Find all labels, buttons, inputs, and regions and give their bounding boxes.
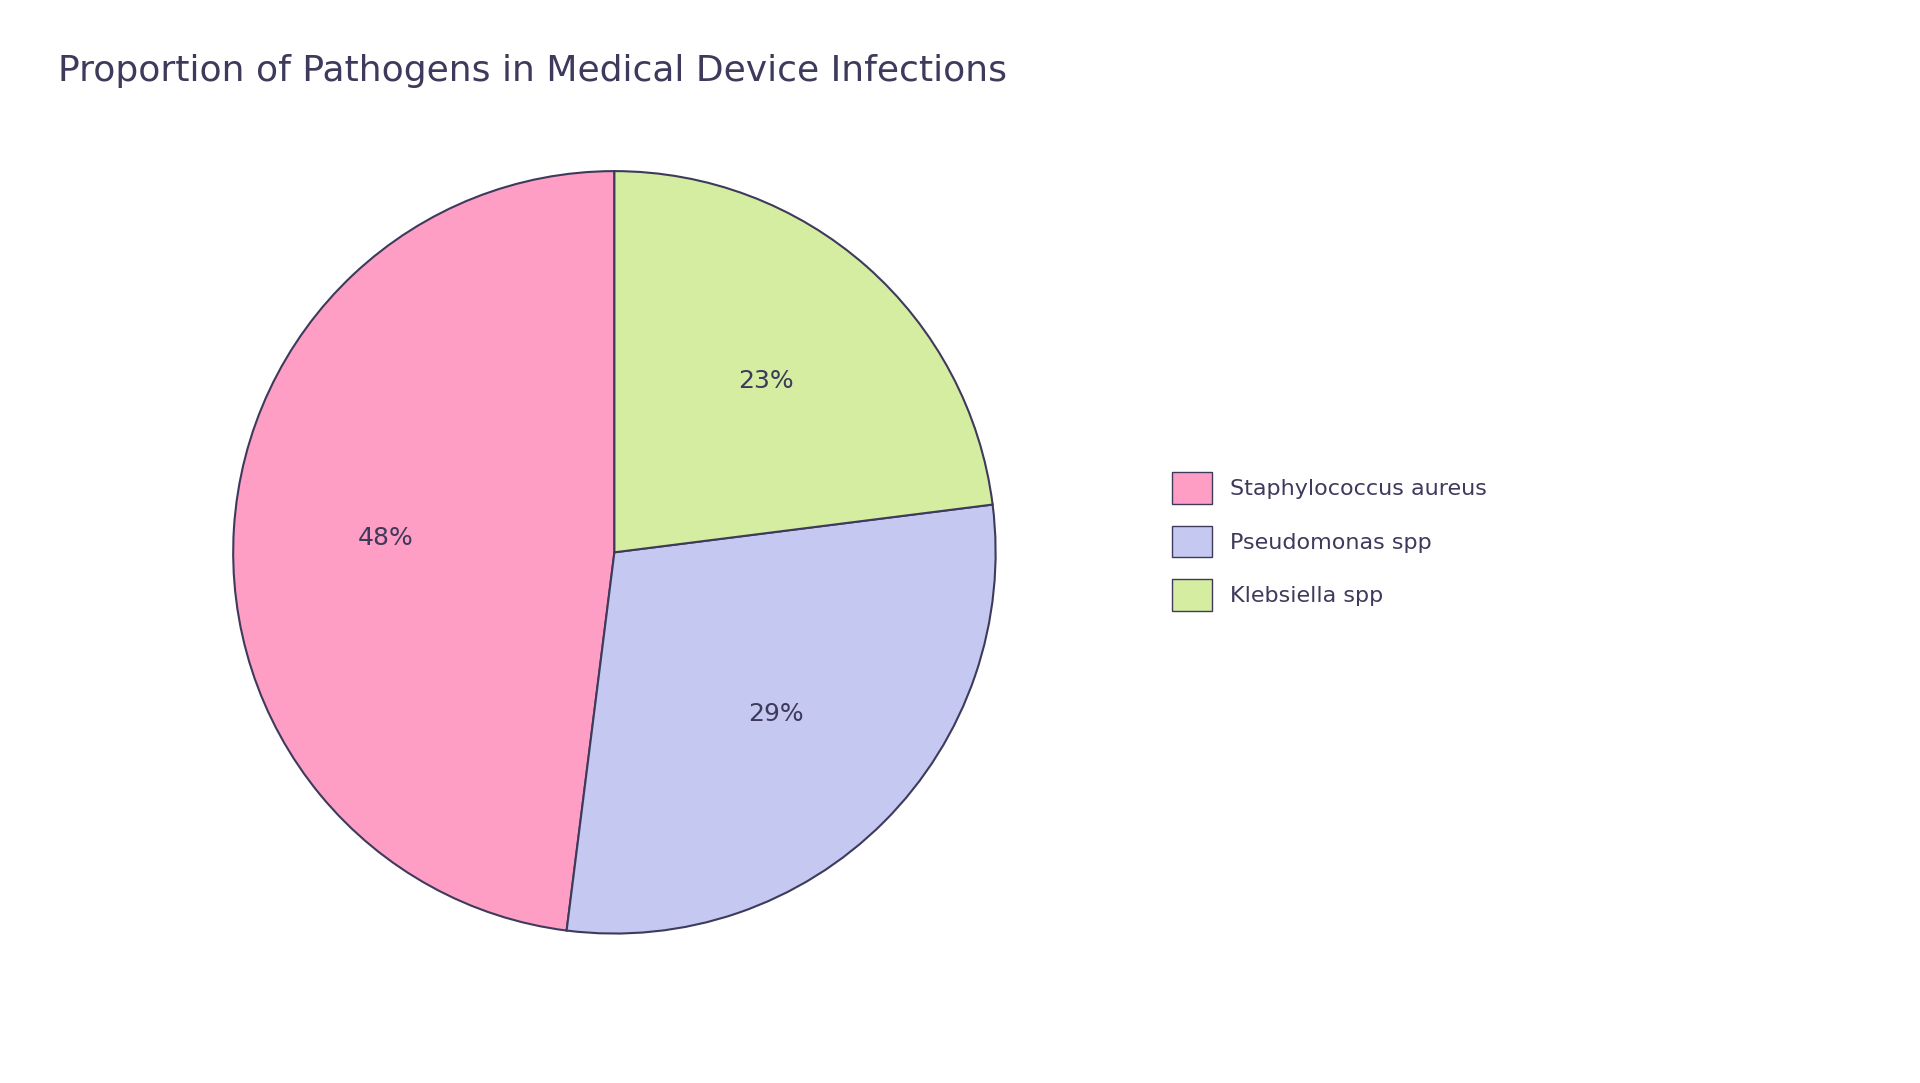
Text: Proportion of Pathogens in Medical Device Infections: Proportion of Pathogens in Medical Devic… <box>58 54 1006 88</box>
Text: 23%: 23% <box>737 368 793 393</box>
Wedge shape <box>232 171 614 930</box>
Wedge shape <box>566 505 996 934</box>
Text: 29%: 29% <box>749 702 804 726</box>
Text: 48%: 48% <box>359 526 415 550</box>
Legend: Staphylococcus aureus, Pseudomonas spp, Klebsiella spp: Staphylococcus aureus, Pseudomonas spp, … <box>1162 461 1498 622</box>
Wedge shape <box>614 171 993 552</box>
